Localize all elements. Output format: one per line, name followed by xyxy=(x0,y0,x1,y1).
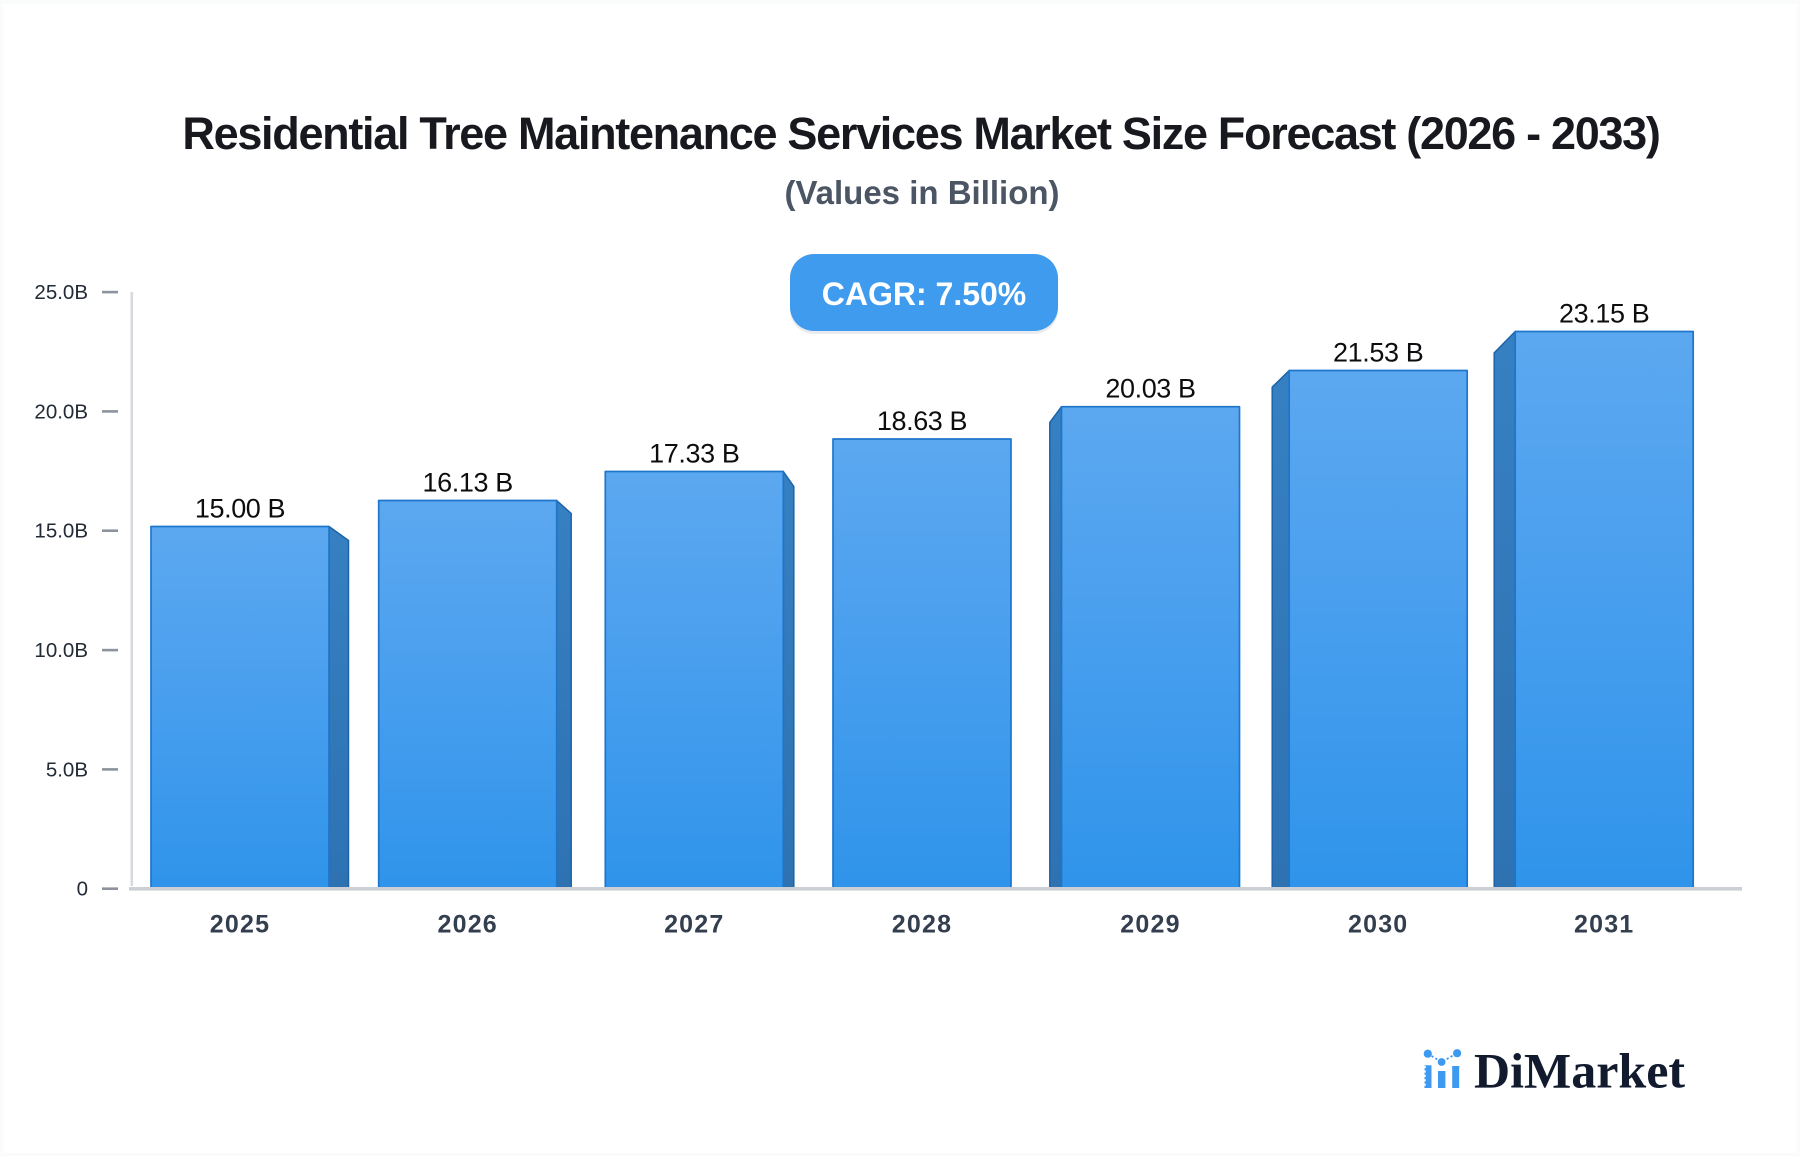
svg-text:0: 0 xyxy=(77,878,88,901)
svg-text:16.13 B: 16.13 B xyxy=(423,468,513,498)
svg-text:2026: 2026 xyxy=(437,911,497,939)
svg-text:23.15 B: 23.15 B xyxy=(1559,299,1649,329)
svg-text:2025: 2025 xyxy=(210,911,270,939)
svg-text:20.0B: 20.0B xyxy=(34,400,88,423)
svg-text:CAGR: 7.50%: CAGR: 7.50% xyxy=(822,276,1027,312)
svg-text:10.0B: 10.0B xyxy=(34,639,88,662)
svg-text:2030: 2030 xyxy=(1348,911,1408,939)
svg-text:2029: 2029 xyxy=(1120,911,1180,939)
svg-text:17.33 B: 17.33 B xyxy=(649,439,739,469)
svg-text:15.00 B: 15.00 B xyxy=(195,494,285,524)
svg-text:Residential Tree Maintenance S: Residential Tree Maintenance Services Ma… xyxy=(182,108,1659,159)
svg-text:2031: 2031 xyxy=(1574,911,1634,939)
svg-text:2028: 2028 xyxy=(892,911,952,939)
svg-text:DiMarket: DiMarket xyxy=(1474,1043,1685,1099)
svg-text:2027: 2027 xyxy=(664,911,724,939)
svg-text:25.0B: 25.0B xyxy=(34,281,88,304)
svg-text:(Values in Billion): (Values in Billion) xyxy=(784,174,1059,211)
svg-text:18.63 B: 18.63 B xyxy=(877,406,967,436)
svg-text:21.53 B: 21.53 B xyxy=(1333,338,1423,368)
svg-text:15.0B: 15.0B xyxy=(34,520,88,543)
svg-text:20.03 B: 20.03 B xyxy=(1105,374,1195,404)
svg-text:5.0B: 5.0B xyxy=(46,758,88,781)
